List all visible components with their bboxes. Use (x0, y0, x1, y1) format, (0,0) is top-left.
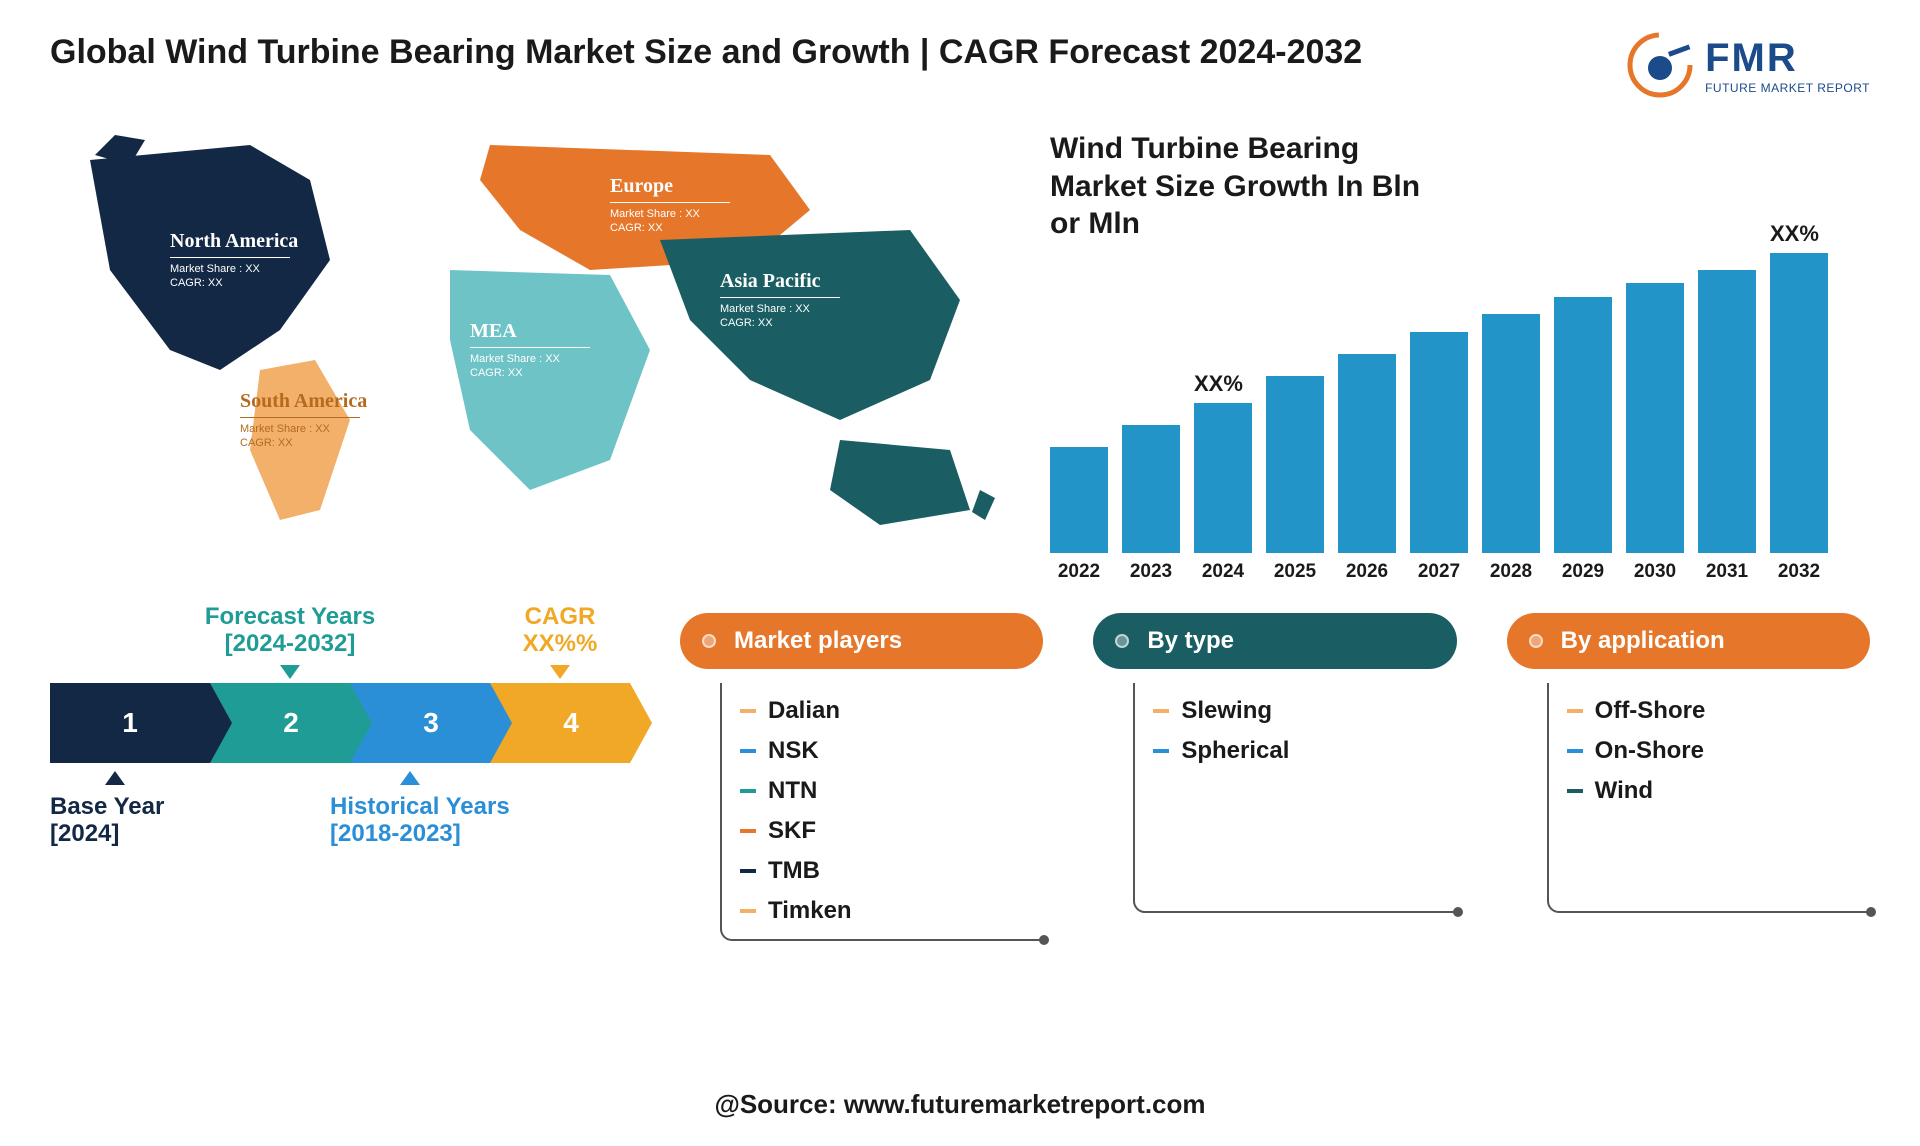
list-item: Dalian (740, 691, 1043, 731)
pointer-icon (280, 665, 300, 679)
list-item: SKF (740, 811, 1043, 851)
tick-icon (740, 789, 756, 793)
logo-brand: FMR (1705, 36, 1870, 81)
world-map: North America Market Share : XXCAGR: XX … (50, 120, 1010, 540)
upper-row: North America Market Share : XXCAGR: XX … (50, 120, 1870, 583)
list-item: NSK (740, 731, 1043, 771)
tick-icon (740, 829, 756, 833)
tick-icon (740, 749, 756, 753)
logo: FMR FUTURE MARKET REPORT (1625, 30, 1870, 100)
by-application-col: By application Off-ShoreOn-ShoreWind (1507, 613, 1870, 913)
header: Global Wind Turbine Bearing Market Size … (50, 30, 1870, 100)
forecast-label: Forecast Years[2024-2032] (200, 603, 380, 658)
page-title: Global Wind Turbine Bearing Market Size … (50, 30, 1362, 74)
source-text: @Source: www.futuremarketreport.com (0, 1089, 1920, 1120)
bar-2023: 2023 (1122, 425, 1180, 583)
bar-2024: 2024 (1194, 403, 1252, 583)
chart-title: Wind Turbine Bearing Market Size Growth … (1050, 130, 1430, 243)
historical-label: Historical Years[2018-2023] (330, 793, 510, 848)
region-north-america: North America Market Share : XXCAGR: XX (170, 230, 298, 291)
market-players-pill: Market players (680, 613, 1043, 669)
market-players-col: Market players DalianNSKNTNSKFTMBTimken (680, 613, 1043, 941)
tick-icon (1153, 709, 1169, 713)
list-item: Off-Shore (1567, 691, 1870, 731)
region-mea: MEA Market Share : XXCAGR: XX (470, 320, 590, 381)
region-europe: Europe Market Share : XXCAGR: XX (610, 175, 730, 236)
tick-icon (740, 709, 756, 713)
timeline: Forecast Years[2024-2032] CAGRXX%% 1234 … (50, 613, 630, 763)
base-year-label: Base Year[2024] (50, 793, 164, 848)
pill-label: Market players (734, 627, 902, 655)
bar-2028: 2028 (1482, 314, 1540, 582)
bar-2026: 2026 (1338, 354, 1396, 583)
list-item: TMB (740, 851, 1043, 891)
tick-icon (740, 869, 756, 873)
list-item: NTN (740, 771, 1043, 811)
bar-annotation: XX% (1770, 221, 1819, 247)
logo-tagline: FUTURE MARKET REPORT (1705, 81, 1870, 95)
by-application-pill: By application (1507, 613, 1870, 669)
bar-2031: 2031 (1698, 270, 1756, 582)
pointer-icon (105, 771, 125, 785)
bar-2025: 2025 (1266, 376, 1324, 582)
pill-label: By type (1147, 627, 1234, 655)
dot-icon (702, 634, 716, 648)
list-item: Slewing (1153, 691, 1456, 731)
bar-2027: 2027 (1410, 332, 1468, 583)
lower-row: Forecast Years[2024-2032] CAGRXX%% 1234 … (50, 613, 1870, 941)
dot-icon (1529, 634, 1543, 648)
pointer-icon (400, 771, 420, 785)
list-item: Spherical (1153, 731, 1456, 771)
region-south-america: South America Market Share : XXCAGR: XX (240, 390, 367, 451)
by-type-pill: By type (1093, 613, 1456, 669)
tick-icon (1153, 749, 1169, 753)
logo-icon (1625, 30, 1695, 100)
dot-icon (1115, 634, 1129, 648)
cagr-label: CAGRXX%% (500, 603, 620, 658)
bar-2022: 2022 (1050, 447, 1108, 583)
bar-2029: 2029 (1554, 297, 1612, 583)
bar-chart: Wind Turbine Bearing Market Size Growth … (1050, 120, 1870, 583)
bar-annotation: XX% (1194, 371, 1243, 397)
tick-icon (1567, 709, 1583, 713)
region-asia-pacific: Asia Pacific Market Share : XXCAGR: XX (720, 270, 840, 331)
bar-2030: 2030 (1626, 283, 1684, 582)
by-type-col: By type SlewingSpherical (1093, 613, 1456, 913)
timeline-segment-1: 1 (50, 683, 210, 763)
list-item: Wind (1567, 771, 1870, 811)
bar-2032: 2032 (1770, 253, 1828, 583)
pill-label: By application (1561, 627, 1725, 655)
tick-icon (1567, 749, 1583, 753)
pointer-icon (550, 665, 570, 679)
tick-icon (1567, 789, 1583, 793)
list-item: On-Shore (1567, 731, 1870, 771)
tick-icon (740, 909, 756, 913)
list-item: Timken (740, 891, 1043, 931)
